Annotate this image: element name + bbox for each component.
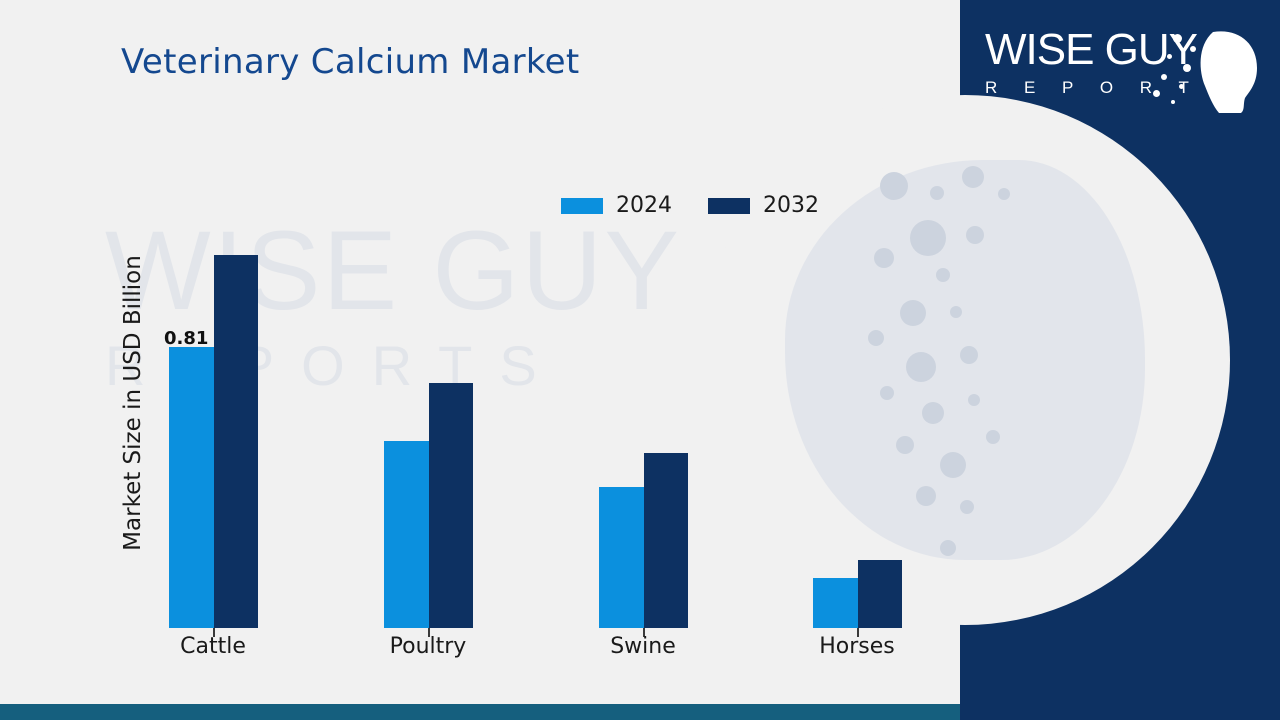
- plot-area: Market Size in USD Billion 0.81 Cattle P…: [120, 255, 902, 659]
- axis-tick-horses: [857, 628, 859, 637]
- bar-poultry-2024[interactable]: [384, 441, 429, 628]
- wiseguy-logo: WISE GUY R E P O R T S: [985, 25, 1257, 118]
- axis-tick-poultry: [428, 628, 430, 637]
- legend-label-2032: 2032: [763, 193, 819, 218]
- chart-legend: 2024 2032: [561, 193, 819, 218]
- legend-item-2032[interactable]: 2032: [708, 193, 819, 218]
- bar-horses-2024[interactable]: [813, 578, 858, 628]
- decor-dot: [940, 452, 966, 478]
- decor-dot: [896, 436, 914, 454]
- logo-decor-dot: [1183, 64, 1191, 72]
- decor-dot: [940, 540, 956, 556]
- decor-dot: [960, 500, 974, 514]
- decor-dot: [986, 430, 1000, 444]
- decor-dot: [910, 220, 946, 256]
- decor-dot: [880, 386, 894, 400]
- legend-item-2024[interactable]: 2024: [561, 193, 672, 218]
- category-label-poultry: Poultry: [389, 634, 467, 659]
- axis-tick-cattle: [213, 628, 215, 637]
- decor-dot: [950, 306, 962, 318]
- decor-dot: [900, 300, 926, 326]
- decor-dot: [960, 346, 978, 364]
- bar-swine-2024[interactable]: [599, 487, 644, 628]
- decor-dot: [936, 268, 950, 282]
- category-label-horses: Horses: [819, 634, 895, 659]
- logo-decor-dot: [1173, 34, 1182, 43]
- legend-swatch-2032: [708, 197, 750, 214]
- decor-dot: [966, 226, 984, 244]
- decor-dot: [874, 248, 894, 268]
- axis-tick-swine: [643, 628, 645, 637]
- decor-dot: [916, 486, 936, 506]
- bar-cattle-2024[interactable]: [169, 347, 214, 628]
- logo-main-text: WISE GUY: [985, 25, 1198, 74]
- y-axis-label: Market Size in USD Billion: [120, 255, 146, 551]
- decor-dot: [906, 352, 936, 382]
- logo-decor-dot: [1153, 90, 1160, 97]
- logo-decor-dot: [1171, 100, 1175, 104]
- logo-head-icon: [1200, 31, 1257, 113]
- bar-poultry-2032[interactable]: [429, 383, 473, 628]
- decor-dot: [880, 172, 908, 200]
- category-label-swine: Swine: [610, 634, 676, 659]
- bar-horses-2032[interactable]: [858, 560, 902, 628]
- bar-label-cattle-2024: 0.81: [164, 328, 209, 349]
- legend-label-2024: 2024: [616, 193, 672, 218]
- bar-swine-2032[interactable]: [644, 453, 688, 628]
- logo-decor-dot: [1161, 74, 1167, 80]
- decor-dot: [922, 402, 944, 424]
- logo-decor-dot: [1190, 46, 1196, 52]
- decor-dot: [930, 186, 944, 200]
- page-title: Veterinary Calcium Market: [121, 42, 580, 82]
- decor-dot: [968, 394, 980, 406]
- decor-dot: [868, 330, 884, 346]
- decor-dot: [998, 188, 1010, 200]
- logo-sub-text: R E P O R T S: [985, 78, 1238, 97]
- category-label-cattle: Cattle: [180, 634, 246, 659]
- legend-swatch-2024: [561, 197, 603, 214]
- decor-dot: [962, 166, 984, 188]
- logo-decor-dot: [1167, 54, 1172, 59]
- bar-cattle-2032[interactable]: [214, 255, 258, 628]
- bottom-accent-bar: [0, 704, 960, 720]
- logo-decor-dot: [1179, 84, 1184, 89]
